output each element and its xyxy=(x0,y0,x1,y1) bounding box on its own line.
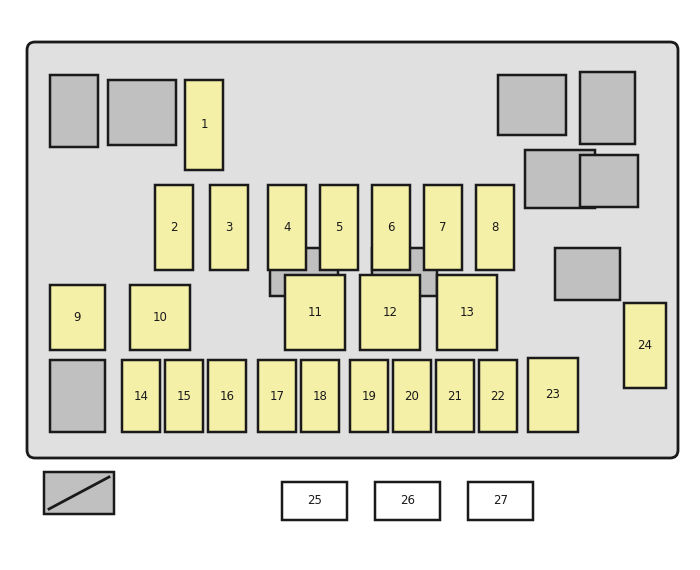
Text: 2: 2 xyxy=(170,221,178,234)
FancyBboxPatch shape xyxy=(624,303,666,388)
FancyBboxPatch shape xyxy=(122,360,160,432)
Text: 1: 1 xyxy=(200,119,208,132)
FancyBboxPatch shape xyxy=(165,360,203,432)
FancyBboxPatch shape xyxy=(580,155,638,207)
FancyBboxPatch shape xyxy=(108,80,176,145)
Text: 18: 18 xyxy=(313,389,328,402)
FancyBboxPatch shape xyxy=(479,360,517,432)
Text: 19: 19 xyxy=(361,389,377,402)
FancyBboxPatch shape xyxy=(268,185,306,270)
Text: 21: 21 xyxy=(447,389,463,402)
Text: 8: 8 xyxy=(491,221,498,234)
Text: 20: 20 xyxy=(405,389,419,402)
FancyBboxPatch shape xyxy=(525,150,595,208)
FancyBboxPatch shape xyxy=(155,185,193,270)
Text: 10: 10 xyxy=(153,311,167,324)
FancyBboxPatch shape xyxy=(372,185,410,270)
FancyBboxPatch shape xyxy=(436,360,474,432)
Text: 16: 16 xyxy=(220,389,235,402)
Text: 7: 7 xyxy=(440,221,447,234)
FancyBboxPatch shape xyxy=(208,360,246,432)
FancyBboxPatch shape xyxy=(185,80,223,170)
Text: 24: 24 xyxy=(638,339,652,352)
FancyBboxPatch shape xyxy=(44,472,114,514)
FancyBboxPatch shape xyxy=(555,248,620,300)
FancyBboxPatch shape xyxy=(50,360,105,432)
Text: 14: 14 xyxy=(134,389,148,402)
FancyBboxPatch shape xyxy=(360,275,420,350)
FancyBboxPatch shape xyxy=(50,75,98,147)
FancyBboxPatch shape xyxy=(282,482,347,520)
FancyBboxPatch shape xyxy=(476,185,514,270)
FancyBboxPatch shape xyxy=(468,482,533,520)
FancyBboxPatch shape xyxy=(258,360,296,432)
FancyBboxPatch shape xyxy=(424,185,462,270)
FancyBboxPatch shape xyxy=(27,42,678,458)
FancyBboxPatch shape xyxy=(350,360,388,432)
FancyBboxPatch shape xyxy=(580,72,635,144)
Text: 13: 13 xyxy=(460,306,475,319)
Text: 11: 11 xyxy=(307,306,323,319)
FancyBboxPatch shape xyxy=(285,275,345,350)
Text: 3: 3 xyxy=(225,221,232,234)
Text: 17: 17 xyxy=(270,389,284,402)
FancyBboxPatch shape xyxy=(301,360,339,432)
FancyBboxPatch shape xyxy=(393,360,431,432)
Text: 26: 26 xyxy=(400,495,415,507)
Text: 25: 25 xyxy=(307,495,322,507)
FancyBboxPatch shape xyxy=(372,248,437,296)
Text: 23: 23 xyxy=(545,389,561,401)
FancyBboxPatch shape xyxy=(498,75,566,135)
Text: 5: 5 xyxy=(335,221,343,234)
FancyBboxPatch shape xyxy=(320,185,358,270)
Text: 4: 4 xyxy=(284,221,290,234)
FancyBboxPatch shape xyxy=(210,185,248,270)
Text: 6: 6 xyxy=(387,221,395,234)
FancyBboxPatch shape xyxy=(50,285,105,350)
Text: 22: 22 xyxy=(491,389,505,402)
FancyBboxPatch shape xyxy=(270,248,338,296)
Text: 9: 9 xyxy=(74,311,81,324)
FancyBboxPatch shape xyxy=(528,358,578,432)
Text: 12: 12 xyxy=(382,306,398,319)
FancyBboxPatch shape xyxy=(437,275,497,350)
FancyBboxPatch shape xyxy=(375,482,440,520)
Text: 15: 15 xyxy=(176,389,191,402)
FancyBboxPatch shape xyxy=(130,285,190,350)
Text: 27: 27 xyxy=(493,495,508,507)
